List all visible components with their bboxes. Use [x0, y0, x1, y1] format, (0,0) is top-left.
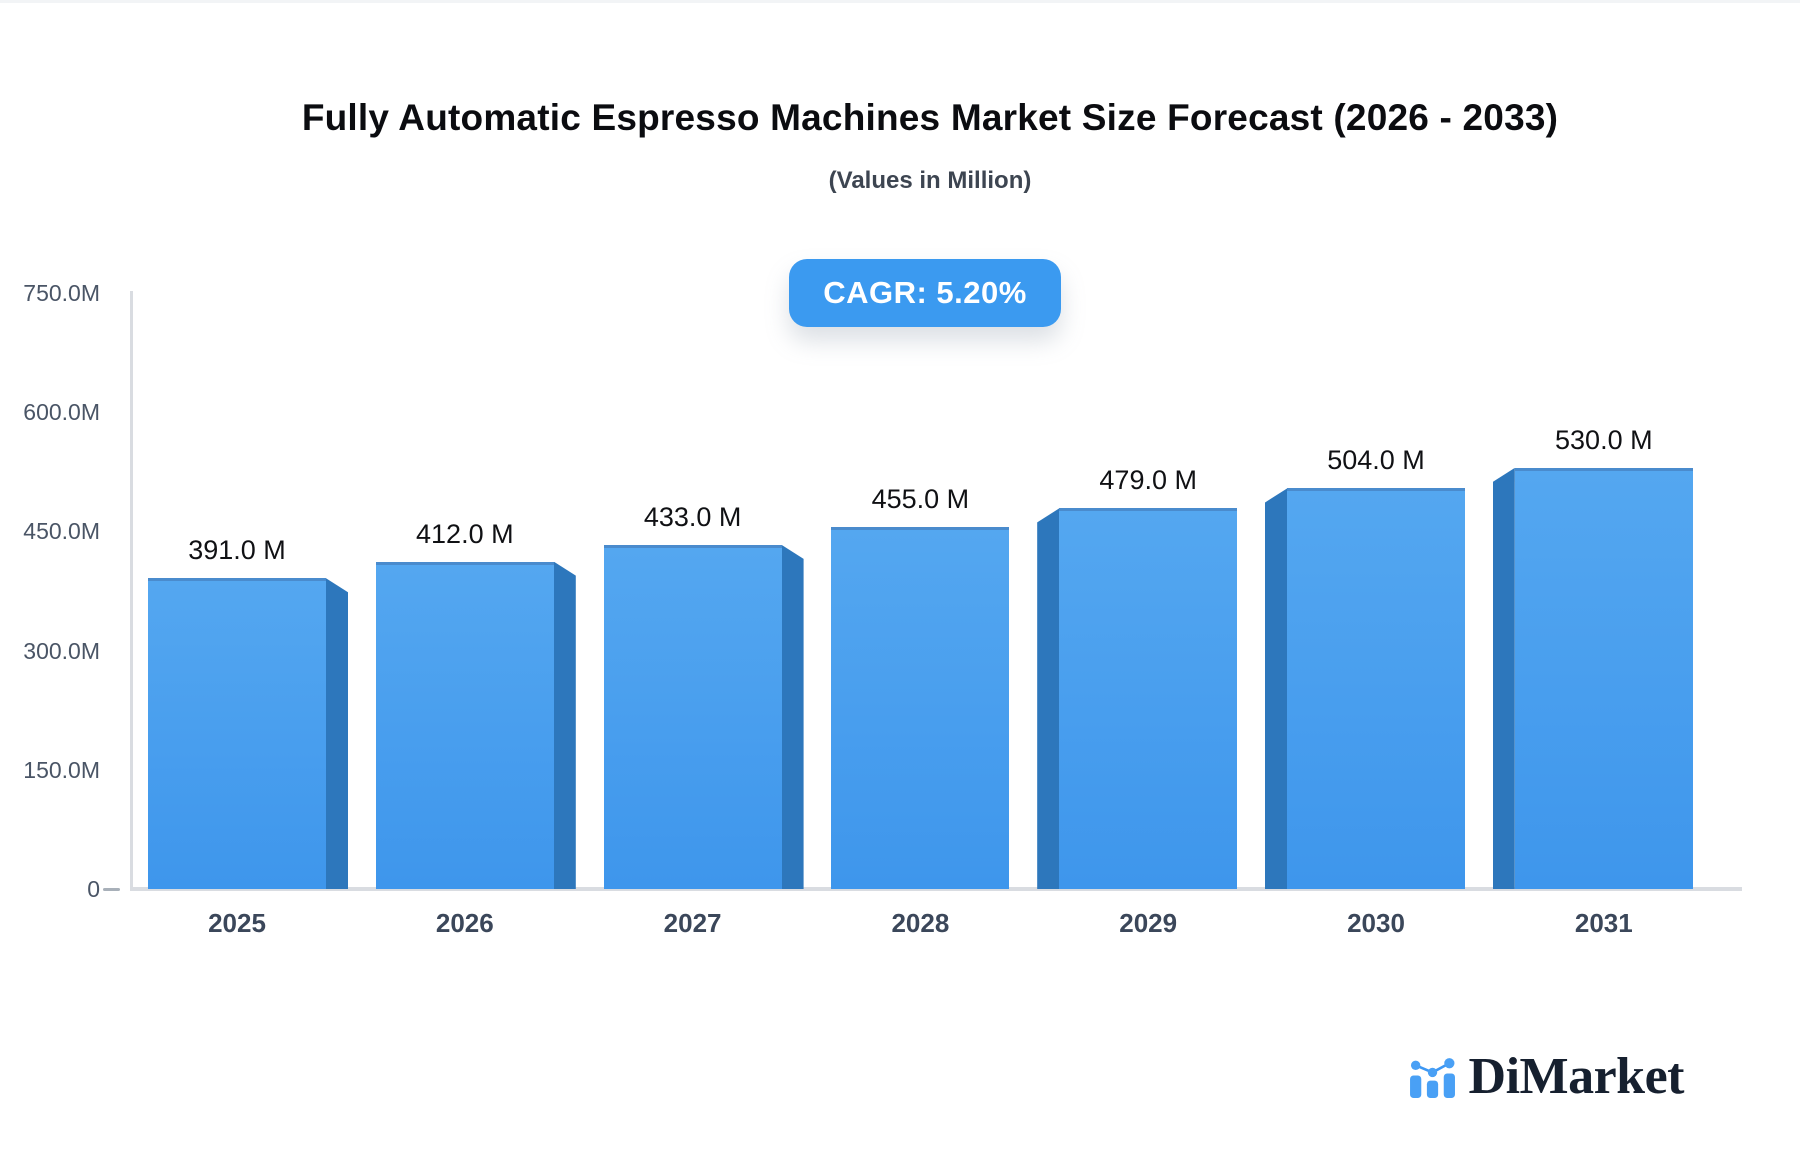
x-axis-label-2026: 2026: [435, 908, 494, 938]
bar-2029: [1059, 508, 1238, 889]
bar-2030: [1287, 488, 1465, 889]
y-axis-tick-label: 300.0M: [23, 637, 100, 664]
dimarket-logo: DiMarket: [1408, 1048, 1685, 1105]
bar-2030-value-label: 504.0 M: [1327, 445, 1425, 476]
bar-2031: [1514, 467, 1693, 889]
bar-2027: [603, 544, 782, 889]
dimarket-logo-icon: [1409, 1058, 1455, 1098]
cagr-badge: CAGR: 5.20%: [789, 259, 1061, 327]
x-axis-label-2030: 2030: [1347, 908, 1405, 938]
x-axis-label-2025: 2025: [208, 908, 266, 938]
y-axis-tick-label: 0: [87, 876, 100, 902]
x-axis-baseline: [130, 887, 1742, 891]
bar-2026: [375, 561, 554, 889]
y-axis-line: [130, 291, 133, 891]
bar-2028: [831, 527, 1010, 889]
chart-subtitle: (Values in Million): [828, 167, 1032, 194]
cagr-badge-row: CAGR: 5.20%: [50, 259, 1800, 327]
bar-2027-value-label: 433.0 M: [643, 501, 742, 532]
bar-2025: [148, 578, 326, 889]
y-axis-zero-tick: [103, 888, 120, 891]
x-axis-label-2029: 2029: [1119, 908, 1178, 938]
x-axis-label-2031: 2031: [1574, 908, 1633, 938]
x-axis-label-2028: 2028: [891, 908, 950, 938]
bar-2026-value-label: 412.0 M: [416, 518, 514, 549]
bar-2026-side: [553, 561, 576, 889]
y-axis-tick-label: 600.0M: [23, 399, 100, 426]
y-axis-tick-label: 750.0M: [23, 280, 100, 306]
bar-2027-side: [781, 544, 804, 889]
bar-2025-side: [326, 578, 348, 889]
bar-2030-side: [1265, 488, 1287, 889]
bar-2029-value-label: 479.0 M: [1099, 465, 1197, 496]
x-axis-label-2027: 2027: [663, 908, 722, 938]
bar-2031-value-label: 530.0 M: [1555, 424, 1653, 455]
bar-chart-plot: 750.0M 600.0M 450.0M 300.0M 150.0M 0 391.0 M 20…: [0, 3, 1800, 1159]
bar-2029-side: [1037, 508, 1060, 889]
bar-2025-value-label: 391.0 M: [188, 535, 286, 566]
dimarket-logo-text: DiMarket: [1468, 1048, 1685, 1105]
bar-2028-value-label: 455.0 M: [871, 484, 970, 515]
chart-title: Fully Automatic Espresso Machines Market…: [301, 97, 1559, 138]
y-axis-tick-label: 150.0M: [23, 756, 100, 783]
bar-2031-side: [1492, 467, 1515, 889]
y-axis-tick-label: 450.0M: [23, 518, 100, 545]
